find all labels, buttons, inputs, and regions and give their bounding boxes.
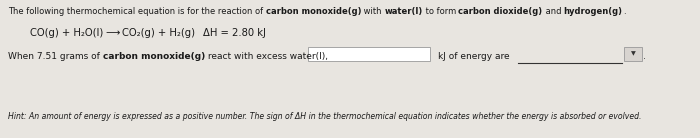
Text: to form: to form bbox=[423, 7, 459, 16]
Bar bbox=[624, 47, 642, 61]
Text: with: with bbox=[361, 7, 384, 16]
Text: .: . bbox=[643, 52, 646, 61]
Text: When 7.51 grams of: When 7.51 grams of bbox=[8, 52, 103, 61]
Text: water(l): water(l) bbox=[384, 7, 423, 16]
Text: ΔH = 2.80 kJ: ΔH = 2.80 kJ bbox=[202, 28, 265, 38]
Text: .: . bbox=[623, 7, 625, 16]
Text: CO(g) + H₂O(l): CO(g) + H₂O(l) bbox=[30, 28, 104, 38]
Text: hydrogen(g): hydrogen(g) bbox=[564, 7, 623, 16]
Text: react with excess water(l),: react with excess water(l), bbox=[205, 52, 328, 61]
Text: ⟶: ⟶ bbox=[105, 28, 120, 38]
Text: carbon dioxide(g): carbon dioxide(g) bbox=[458, 7, 542, 16]
Text: and: and bbox=[542, 7, 564, 16]
Text: ▼: ▼ bbox=[631, 51, 636, 56]
Text: carbon monoxide(g): carbon monoxide(g) bbox=[266, 7, 361, 16]
Text: The following thermochemical equation is for the reaction of: The following thermochemical equation is… bbox=[8, 7, 266, 16]
Text: CO₂(g) + H₂(g): CO₂(g) + H₂(g) bbox=[122, 28, 195, 38]
Text: carbon monoxide(g): carbon monoxide(g) bbox=[103, 52, 205, 61]
Text: kJ of energy are: kJ of energy are bbox=[438, 52, 510, 61]
Bar bbox=[308, 47, 430, 61]
Text: Hint: An amount of energy is expressed as a positive number. The sign of ΔH in t: Hint: An amount of energy is expressed a… bbox=[8, 112, 641, 121]
